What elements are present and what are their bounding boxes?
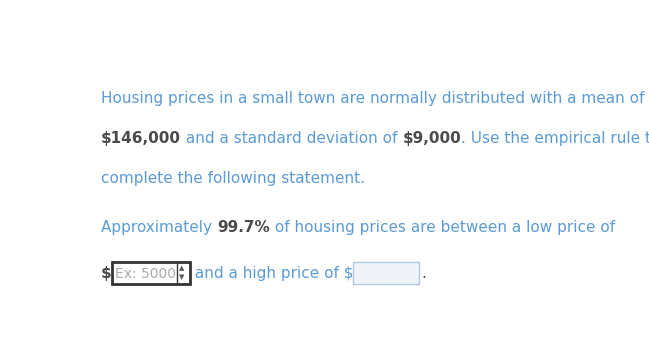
- Text: $146,000: $146,000: [101, 131, 181, 146]
- Text: Approximately: Approximately: [101, 220, 217, 235]
- Text: and a standard deviation of: and a standard deviation of: [181, 131, 402, 146]
- Text: . Use the empirical rule to: . Use the empirical rule to: [461, 131, 649, 146]
- FancyBboxPatch shape: [112, 262, 190, 284]
- FancyBboxPatch shape: [353, 262, 419, 284]
- Text: Housing prices in a small town are normally distributed with a mean of: Housing prices in a small town are norma…: [101, 91, 644, 105]
- Text: Ex: 5000: Ex: 5000: [115, 267, 176, 281]
- Text: ▼: ▼: [178, 274, 184, 280]
- Text: .: .: [421, 266, 426, 281]
- Text: of housing prices are between a low price of: of housing prices are between a low pric…: [270, 220, 615, 235]
- Text: $9,000: $9,000: [402, 131, 461, 146]
- Text: and a high price of $: and a high price of $: [190, 266, 353, 281]
- Text: 99.7%: 99.7%: [217, 220, 270, 235]
- Text: $: $: [101, 266, 112, 281]
- Text: ▲: ▲: [178, 266, 184, 272]
- Text: complete the following statement.: complete the following statement.: [101, 172, 365, 186]
